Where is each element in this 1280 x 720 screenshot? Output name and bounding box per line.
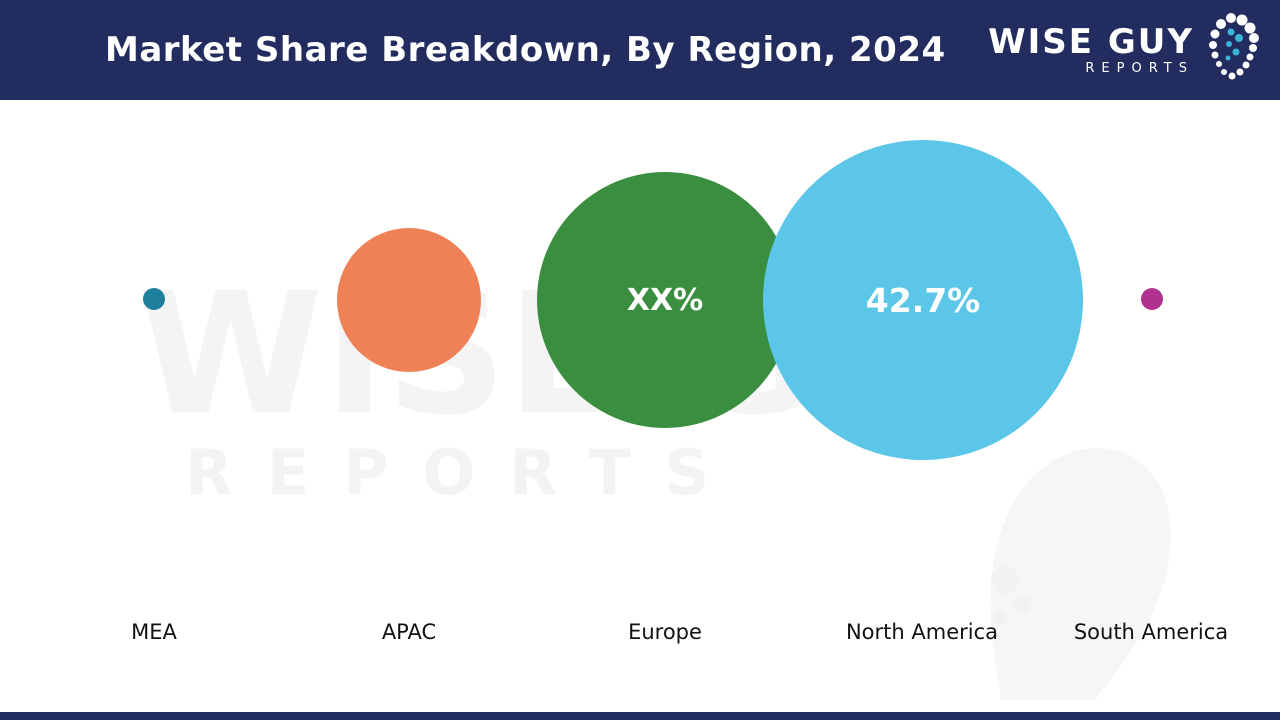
logo-text: WISE GUY REPORTS xyxy=(988,21,1194,77)
bubble-europe: XX% xyxy=(537,172,793,428)
chart-area: WISE GU REPORTS XX% 42.7% MEA APAC Europ… xyxy=(0,100,1280,712)
bubble-north-america-value: 42.7% xyxy=(865,280,981,320)
bubble-south-america xyxy=(1141,288,1163,310)
category-label-south-america: South America xyxy=(1073,620,1229,644)
category-label-europe: Europe xyxy=(628,620,702,644)
bubble-mea xyxy=(143,288,165,310)
watermark-subtitle: REPORTS xyxy=(185,442,743,504)
wiseguy-logo: WISE GUY REPORTS xyxy=(988,10,1262,90)
category-label-north-america: North America xyxy=(845,620,999,644)
footer-bar xyxy=(0,712,1280,720)
category-label-apac: APAC xyxy=(381,620,437,644)
page-title: Market Share Breakdown, By Region, 2024 xyxy=(105,30,946,70)
bubble-north-america: 42.7% xyxy=(763,140,1083,460)
logo-head-icon xyxy=(1209,13,1259,80)
category-label-mea: MEA xyxy=(131,620,177,644)
header-bar: Market Share Breakdown, By Region, 2024 … xyxy=(0,0,1280,100)
bubble-apac xyxy=(337,228,481,372)
logo-subtitle: REPORTS xyxy=(1085,60,1194,76)
bubble-europe-value: XX% xyxy=(626,282,704,318)
logo-wordmark: WISE GUY xyxy=(988,21,1194,62)
